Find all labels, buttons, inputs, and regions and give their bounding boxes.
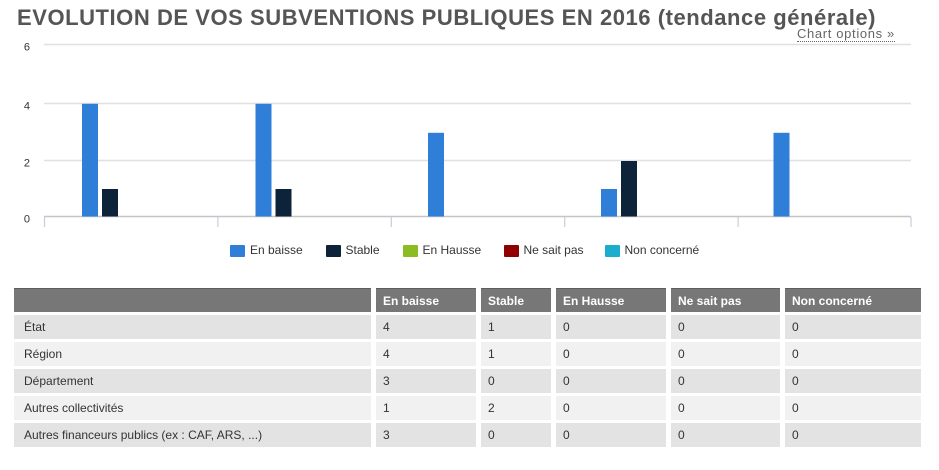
svg-text:6: 6 (24, 42, 30, 54)
svg-text:0: 0 (24, 214, 30, 226)
svg-text:4: 4 (24, 101, 30, 113)
svg-text:2: 2 (24, 158, 30, 170)
